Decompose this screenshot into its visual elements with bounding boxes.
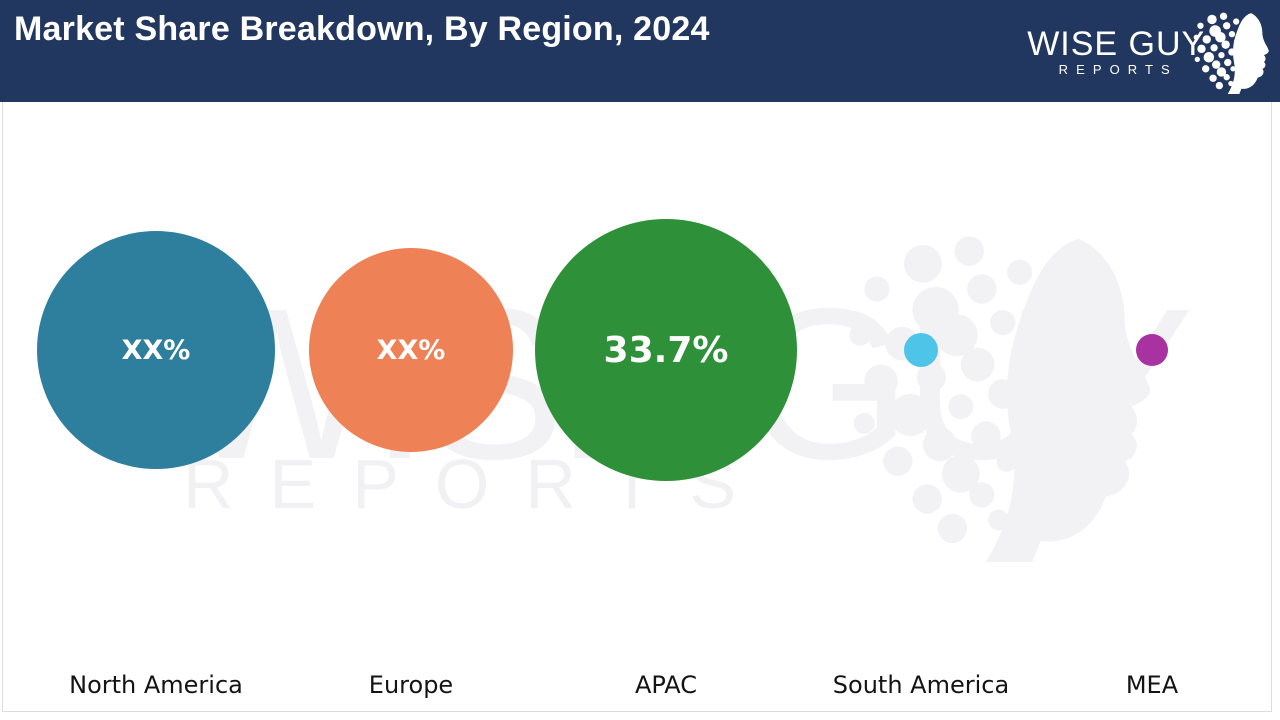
logo-subtitle-text: REPORTS: [1058, 62, 1178, 78]
bubble-europe: XX%: [309, 248, 513, 452]
bubble-north-america: XX%: [37, 231, 275, 469]
bubble-apac: 33.7%: [535, 219, 797, 481]
bubble-value-north-america: XX%: [121, 334, 191, 366]
category-label-north-america: North America: [69, 671, 243, 699]
category-labels-row: North America Europe APAC South America MEA: [3, 102, 1271, 711]
header-bar: Market Share Breakdown, By Region, 2024 …: [0, 0, 1280, 102]
category-label-apac: APAC: [634, 671, 698, 699]
wise-guy-face-icon: [1193, 12, 1270, 94]
wise-guy-logo: WISE GUY REPORTS: [1027, 8, 1270, 96]
bubble-south-america: [904, 333, 938, 367]
logo-title-text: WISE GUY: [1027, 24, 1206, 63]
page-title: Market Share Breakdown, By Region, 2024: [14, 10, 710, 48]
bubble-value-europe: XX%: [376, 334, 446, 366]
category-label-europe: Europe: [368, 671, 454, 699]
bubble-value-apac: 33.7%: [603, 329, 729, 371]
category-label-mea: MEA: [1125, 671, 1179, 699]
bubble-mea: [1136, 334, 1168, 366]
category-label-south-america: South America: [832, 671, 1010, 699]
bubble-layer: XX% XX% 33.7%: [3, 102, 1271, 711]
chart-area: WISE GUY REPORTS XX%XX%33.7% North Ameri…: [2, 102, 1272, 712]
logo-wordmark: WISE GUY REPORTS: [1027, 24, 1206, 78]
